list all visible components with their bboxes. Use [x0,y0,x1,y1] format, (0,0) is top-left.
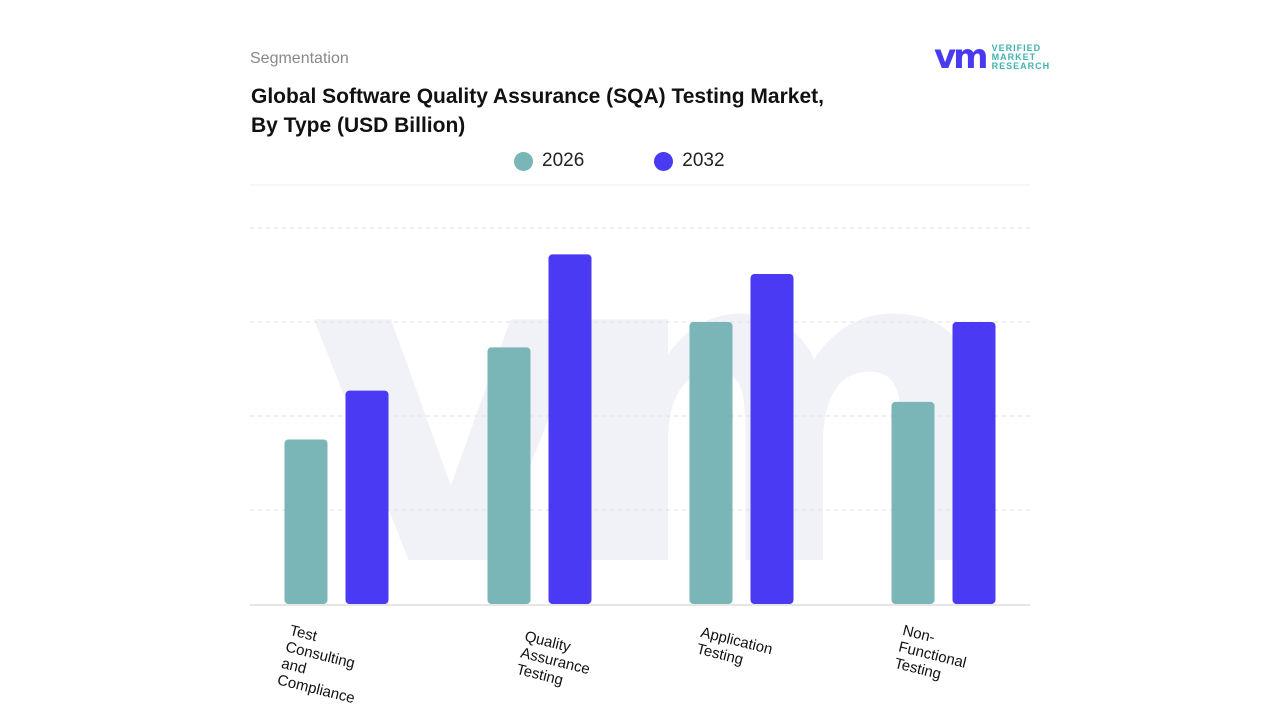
vmr-logo: vm VERIFIED MARKET RESEARCH [934,37,1051,77]
legend-item-2026: 2026 [514,150,584,172]
x-tick-label: Test Consulting and Compliance [275,622,357,708]
x-tick-label: Application Testing [694,624,775,669]
segmentation-label: Segmentation [250,50,349,67]
bar-2026-2 [689,322,733,604]
legend-label: 2026 [542,150,585,171]
bar-2026-3 [891,401,935,604]
title-line-2: By Type (USD Billion) [251,114,466,137]
bar-2032-0 [345,390,389,604]
x-tick-label: Quality Assurance Testing [514,628,592,689]
bar-2032-3 [952,322,996,604]
legend-dot-icon [654,151,674,171]
logo-text: VERIFIED MARKET RESEARCH [991,42,1051,71]
bar-2026-1 [487,347,531,604]
bar-2032-1 [548,254,592,604]
watermark-logo: vm [307,152,980,664]
title-line-1: Global Software Quality Assurance (SQA) … [251,85,824,108]
x-tick-label: Non-Functional Testing [892,622,969,683]
bar-2032-2 [750,274,794,604]
logo-mark: vm [934,37,989,77]
legend: 2026 2032 [514,150,725,172]
legend-item-2032: 2032 [654,150,725,172]
legend-label: 2032 [682,150,725,171]
bar-2026-0 [284,439,328,604]
chart-title: Global Software Quality Assurance (SQA) … [251,82,891,140]
legend-dot-icon [514,151,533,171]
